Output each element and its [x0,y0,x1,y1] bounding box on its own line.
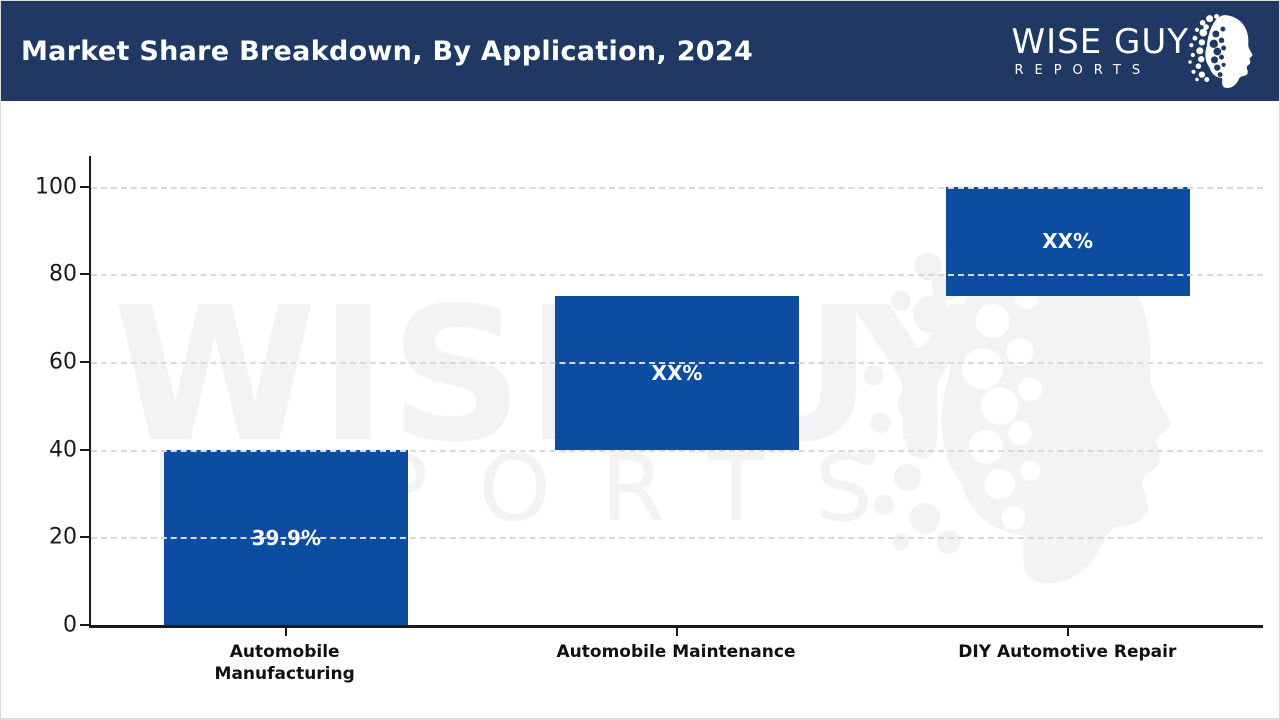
x-axis-tick-automobile-manufacturing [285,628,288,636]
brand-name: WISE GUY [1011,21,1189,62]
x-category-label-automobile-manufacturing: Automobile Manufacturing [214,642,355,685]
gridline-60 [91,362,1263,364]
y-tick-label-80: 80 [49,261,77,287]
gridline-40 [91,449,1263,452]
y-axis-tick-60 [80,361,89,363]
brand-face-icon [1183,13,1253,90]
bar-diy-automotive-repair[interactable]: XX% [945,186,1190,297]
bar-value-label: XX% [1042,229,1094,254]
brand-logo: WISE GUY REPORTS [1011,13,1253,90]
gridline-80 [91,274,1263,277]
y-tick-label-0: 0 [63,612,77,638]
gridline-20 [91,537,1263,540]
bar-automobile-maintenance[interactable]: XX% [555,296,799,450]
x-axis-tick-diy-automotive-repair [1066,628,1069,636]
page-title: Market Share Breakdown, By Application, … [21,35,754,67]
y-axis-tick-80 [80,273,89,276]
y-axis-tick-100 [80,185,89,188]
brand-subtitle: REPORTS [1014,62,1152,78]
y-axis-tick-0 [80,624,89,626]
chart-area: WISE G U Y REPORTS 02040608010039.9%XX%X… [1,101,1279,718]
x-category-label-diy-automotive-repair: DIY Automotive Repair [958,642,1177,662]
gridline-100 [91,186,1263,189]
header: Market Share Breakdown, By Application, … [1,1,1279,101]
y-tick-label-20: 20 [49,524,77,550]
x-axis-tick-automobile-maintenance [676,628,678,636]
brand-logo-text: WISE GUY REPORTS [1011,25,1189,78]
x-category-label-automobile-maintenance: Automobile Maintenance [556,642,796,662]
x-axis-labels: Automobile Manufacturing Automobile Maint… [89,641,1263,711]
plot-area: 0 20 40 60 80 100 39.9% XX% XX% [35,156,1263,638]
bar-value-label: XX% [651,360,703,385]
y-tick-label-100: 100 [35,174,77,200]
y-tick-label-60: 60 [49,349,77,375]
y-axis-tick-40 [80,448,89,451]
y-axis-tick-20 [80,536,89,539]
y-tick-label-40: 40 [49,437,77,463]
